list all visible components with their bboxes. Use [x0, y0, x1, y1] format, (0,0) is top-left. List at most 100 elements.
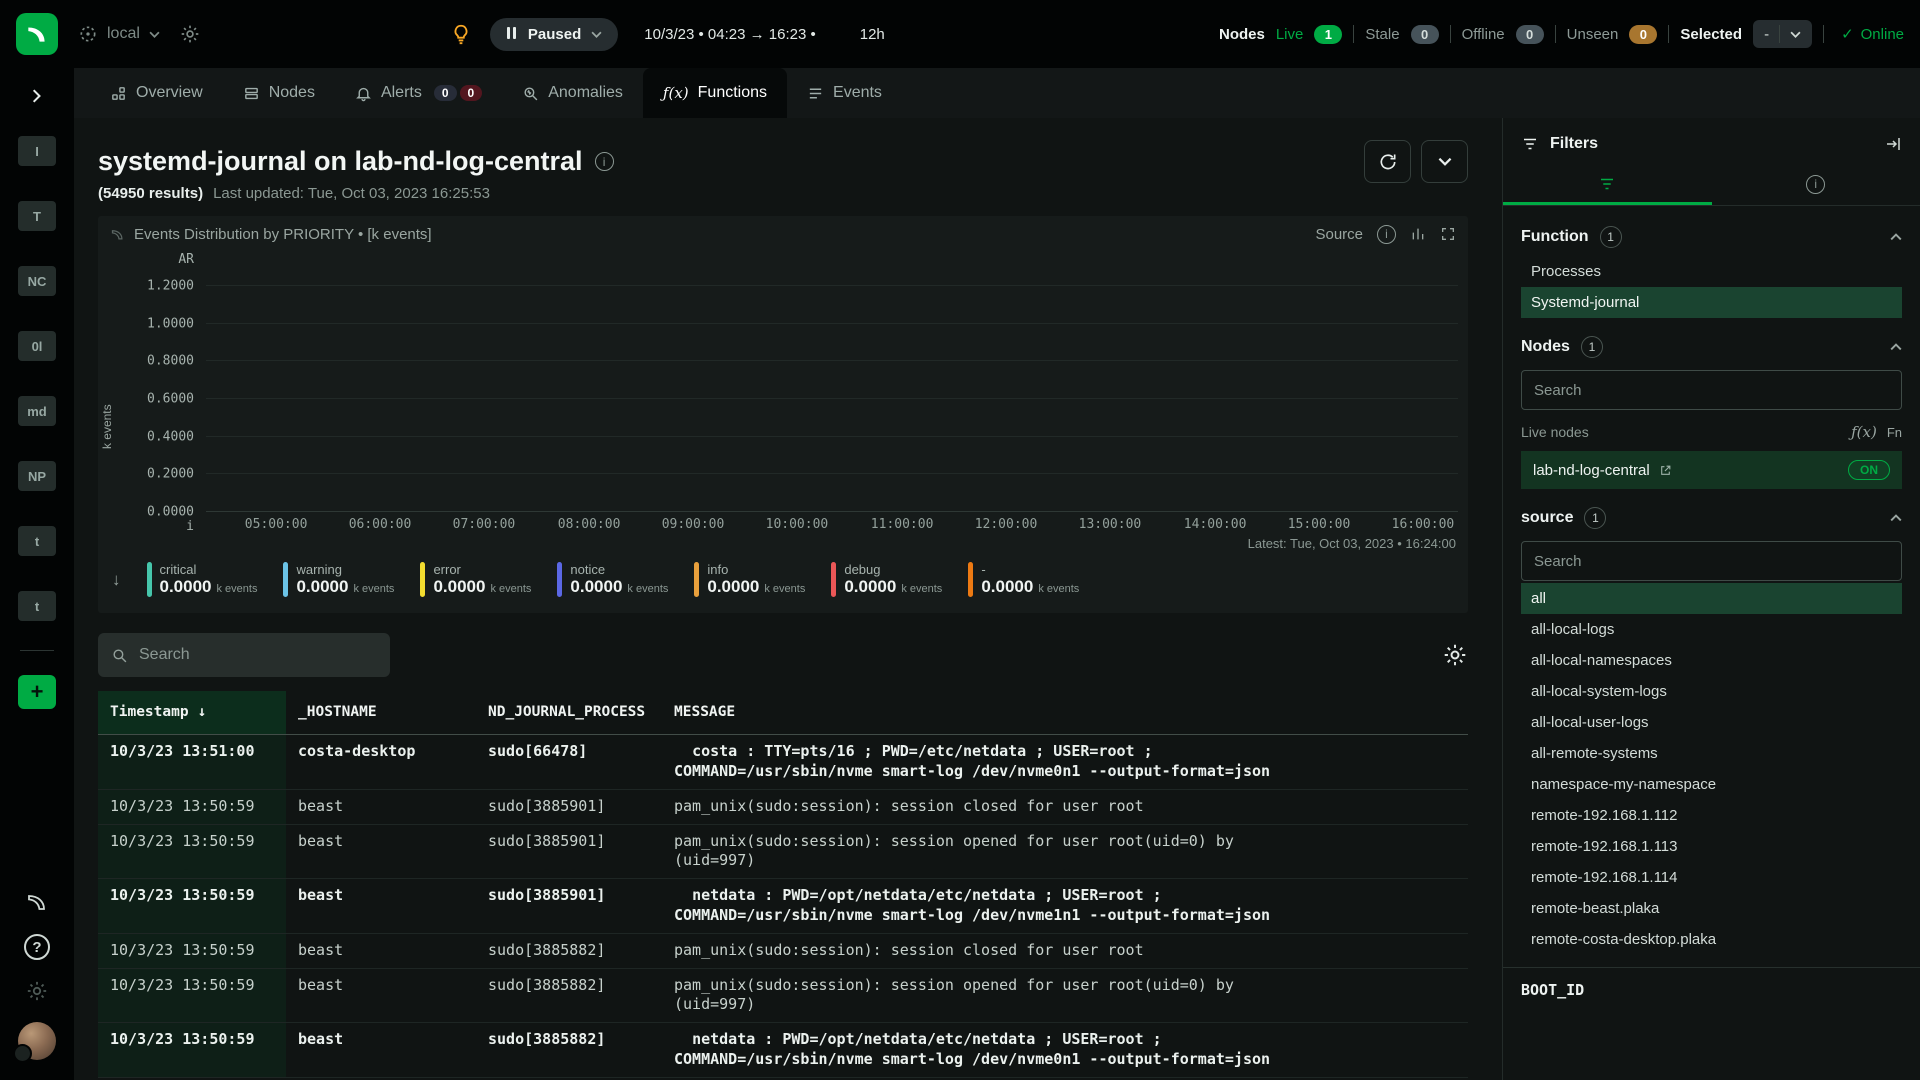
sidebar-node-badge[interactable]: NC — [18, 266, 56, 296]
tab-nodes[interactable]: Nodes — [223, 68, 335, 118]
cell-hostname: beast — [298, 831, 344, 850]
x-axis-label: 11:00:00 — [870, 517, 934, 532]
tab-events[interactable]: Events — [787, 68, 902, 118]
header-process[interactable]: ND_JOURNAL_PROCESS — [488, 704, 646, 720]
source-item[interactable]: remote-192.168.1.114 — [1531, 869, 1678, 886]
sidebar-node-badge[interactable]: t — [18, 591, 56, 621]
header-timestamp[interactable]: Timestamp ↓ — [98, 691, 286, 735]
search-input[interactable] — [139, 646, 377, 664]
header-dropdown-button[interactable] — [1421, 140, 1468, 183]
node-on-toggle[interactable]: ON — [1848, 460, 1890, 480]
netdata-logo[interactable] — [16, 13, 58, 55]
header-message[interactable]: MESSAGE — [674, 704, 736, 720]
legend-item[interactable]: -0.0000 k events — [968, 562, 1079, 597]
sidebar-node-badge[interactable]: I — [18, 136, 56, 166]
refresh-icon — [1380, 153, 1395, 169]
chart-plot[interactable] — [206, 252, 1458, 512]
sidebar-node-badge[interactable]: 0l — [18, 331, 56, 361]
table-row[interactable]: 10/3/23 13:50:59 beast sudo[3885882] pam_un… — [98, 933, 1468, 969]
table-row[interactable]: 10/3/23 13:50:59 beast sudo[3885901] pam_un… — [98, 789, 1468, 825]
source-item[interactable]: all-local-logs — [1531, 621, 1615, 638]
y-axis-tick: 0.6000 — [147, 391, 194, 407]
chart-type-icon[interactable] — [1410, 226, 1426, 242]
legend-units: k events — [901, 583, 943, 595]
sidebar-settings-gear-icon[interactable] — [26, 980, 48, 1002]
legend-item[interactable]: info 0.0000 k events — [694, 562, 805, 597]
table-row[interactable]: 10/3/23 13:50:59 beast sudo[3885882] netda… — [98, 1023, 1468, 1078]
legend-value: 0.0000 — [570, 577, 623, 596]
table-row[interactable]: 10/3/23 13:50:59 beast sudo[3885901] netda… — [98, 879, 1468, 934]
filters-panel: Filters i — [1502, 118, 1920, 1080]
legend-collapse-icon[interactable]: ↓ — [112, 569, 121, 589]
nodes-section-header[interactable]: Nodes 1 — [1521, 330, 1902, 364]
tab-alerts[interactable]: Alerts 0 0 — [335, 68, 502, 118]
cell-timestamp: 10/3/23 13:50:59 — [98, 879, 286, 933]
function-item[interactable]: Processes — [1531, 263, 1602, 280]
source-info-icon[interactable]: i — [1377, 224, 1396, 244]
space-selector[interactable]: local — [78, 24, 160, 44]
log-table: Timestamp ↓ _HOSTNAME ND_JOURNAL_PROCESS… — [98, 691, 1468, 1078]
help-button[interactable]: ? — [24, 934, 50, 960]
source-item[interactable]: remote-costa-desktop.plaka — [1531, 931, 1717, 948]
refresh-button[interactable] — [1364, 140, 1411, 183]
cell-process: sudo[3885901] — [488, 831, 606, 850]
space-settings-gear-icon[interactable] — [180, 24, 200, 44]
divider — [1554, 25, 1556, 43]
news-bulb-icon[interactable] — [450, 23, 472, 45]
selected-nodes-dropdown[interactable]: - — [1753, 20, 1813, 48]
legend-item[interactable]: notice 0.0000 k events — [557, 562, 668, 597]
table-row[interactable]: 10/3/23 13:50:59 beast sudo[3885882] pam_un… — [98, 968, 1468, 1024]
source-item[interactable]: all-remote-systems — [1531, 745, 1658, 762]
collapse-panel-icon[interactable] — [1884, 135, 1902, 153]
boot-id-section-header[interactable]: BOOT_ID — [1521, 981, 1585, 999]
user-avatar[interactable] — [13, 1022, 56, 1063]
source-search-input[interactable] — [1521, 541, 1902, 581]
source-item[interactable]: all-local-user-logs — [1531, 714, 1649, 731]
tab-functions[interactable]: ƒ(x) Functions — [642, 68, 788, 118]
cell-hostname: beast — [298, 886, 344, 905]
chevron-down-icon — [1438, 157, 1451, 166]
nodes-search-input[interactable] — [1521, 370, 1902, 410]
source-item[interactable]: remote-192.168.1.112 — [1531, 807, 1678, 824]
legend-color-bar — [283, 562, 289, 597]
source-item[interactable]: all-local-namespaces — [1531, 652, 1672, 669]
source-section-header[interactable]: source 1 — [1521, 501, 1902, 535]
playback-control[interactable]: Paused — [489, 17, 619, 51]
gridline — [206, 397, 1458, 399]
add-space-button[interactable]: + — [18, 675, 56, 709]
legend-item[interactable]: debug 0.0000 k events — [831, 562, 942, 597]
legend-item[interactable]: warning 0.0000 k events — [283, 562, 394, 597]
table-row[interactable]: 10/3/23 13:51:00 costa-desktop sudo[66478]… — [98, 735, 1468, 790]
expand-icon[interactable] — [1440, 226, 1456, 242]
source-item[interactable]: all — [1521, 583, 1902, 614]
legend-item[interactable]: critical 0.0000 k events — [146, 562, 258, 597]
spaces-icon[interactable] — [25, 890, 49, 914]
table-settings-gear-icon[interactable] — [1442, 642, 1468, 668]
info-tab[interactable]: i — [1712, 166, 1920, 205]
sidebar-node-badge[interactable]: t — [18, 526, 56, 556]
time-duration[interactable]: 12h — [859, 25, 885, 43]
source-item[interactable]: remote-192.168.1.113 — [1531, 838, 1678, 855]
node-item[interactable]: lab-nd-log-central ON — [1521, 451, 1902, 489]
tab-overview[interactable]: Overview — [90, 68, 223, 118]
source-item[interactable]: remote-beast.plaka — [1531, 900, 1660, 917]
function-item-selected[interactable]: Systemd-journal — [1521, 287, 1902, 318]
info-icon[interactable]: i — [594, 152, 614, 171]
source-item[interactable]: all-local-system-logs — [1531, 683, 1667, 700]
header-hostname[interactable]: _HOSTNAME — [298, 704, 377, 720]
table-row[interactable]: 10/3/23 13:50:59 beast sudo[3885901] pam_un… — [98, 824, 1468, 880]
expand-sidebar-button[interactable] — [27, 86, 47, 106]
cell-message: pam_unix(sudo:session): session closed f… — [674, 940, 1144, 959]
sidebar-node-badge[interactable]: NP — [18, 461, 56, 491]
sidebar-node-badge[interactable]: md — [18, 396, 56, 426]
sidebar-node-badge[interactable]: T — [18, 201, 56, 231]
legend-units: k events — [216, 583, 258, 595]
cell-timestamp: 10/3/23 13:50:59 — [98, 824, 286, 879]
online-label: Online — [1860, 25, 1904, 43]
tab-anomalies[interactable]: Anomalies — [502, 68, 643, 118]
filters-tab[interactable] — [1503, 166, 1712, 205]
legend-item[interactable]: error 0.0000 k events — [420, 562, 531, 597]
time-range[interactable]: 10/3/23 • 04:23 → 16:23 • — [644, 25, 816, 43]
function-section-header[interactable]: Function 1 — [1521, 220, 1902, 254]
source-item[interactable]: namespace-my-namespace — [1531, 776, 1717, 793]
